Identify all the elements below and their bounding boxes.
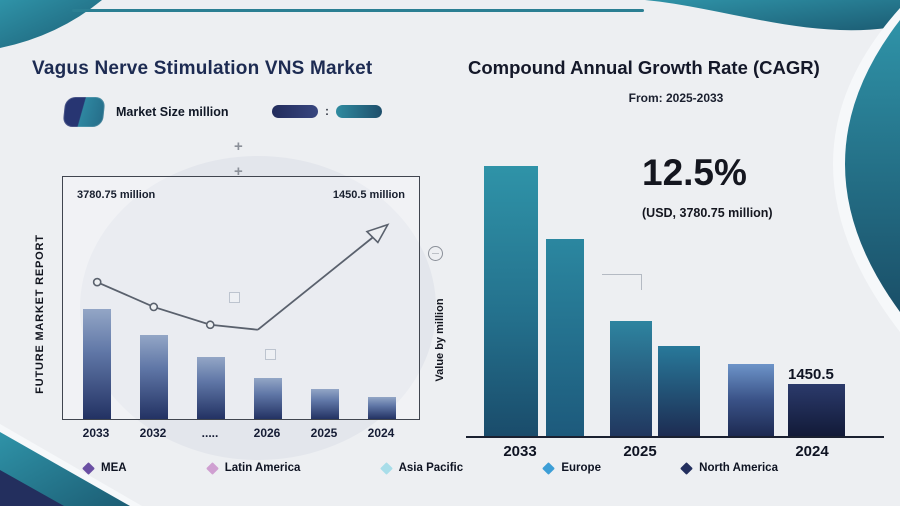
legend-item-north-america: North America [680, 461, 778, 475]
top-wave-decor [645, 0, 900, 31]
cagr-x-tick: 2024 [795, 443, 829, 460]
legend-label: Asia Pacific [398, 462, 464, 474]
bottom-triangle-navy [0, 470, 64, 506]
market-bar-2032 [140, 335, 168, 419]
legend-diamond-icon [82, 461, 95, 475]
cagr-note: (USD, 3780.75 million) [642, 206, 773, 220]
scale-pills: : [272, 104, 382, 118]
market-bar-..... [197, 357, 225, 419]
cagr-bar-2024-primary [728, 364, 774, 436]
cagr-bar-2025-secondary [658, 346, 700, 436]
legend-item-asia-pacific: Asia Pacific [379, 461, 464, 475]
cagr-bar-2024-secondary [788, 384, 845, 436]
market-bars [63, 177, 419, 419]
cagr-subtitle: From: 2025-2033 [628, 91, 724, 105]
plus-decor-icon: + [234, 163, 243, 180]
cagr-chart [466, 148, 884, 438]
x-tick: 2025 [310, 426, 338, 440]
legend-label: MEA [101, 462, 127, 474]
gray-blob-decor [80, 156, 436, 460]
market-size-chart: 3780.75 million 1450.5 million [62, 176, 420, 420]
x-tick: 2024 [367, 426, 395, 440]
x-tick: 2033 [82, 426, 110, 440]
legend-label: Europe [561, 462, 601, 474]
bottom-triangle-teal [0, 432, 130, 506]
teal-pill-icon [336, 104, 382, 118]
market-bar-2026 [254, 378, 282, 419]
start-value-label: 3780.75 million [77, 189, 156, 201]
cagr-x-tick: 2033 [503, 443, 537, 460]
pill-separator: : [325, 104, 329, 118]
top-line-decor [72, 9, 644, 12]
market-bar-2024 [368, 397, 396, 419]
legend-item-mea: MEA [82, 461, 127, 475]
x-tick: ..... [201, 426, 219, 440]
x-tick: 2026 [253, 426, 281, 440]
left-chart-x-axis: 2033 2032..... 2026 2025 2024 [62, 426, 420, 442]
step-decor [602, 274, 642, 290]
market-bar-2025 [311, 389, 339, 419]
cagr-bar-2025-primary [610, 321, 652, 436]
x-axis-line [466, 436, 884, 438]
right-crescent-decor [845, 20, 900, 312]
plus-decor-icon: + [234, 138, 243, 155]
corner-swoosh-decor [0, 0, 102, 48]
legend-diamond-icon [205, 461, 219, 475]
left-chart-title: Vagus Nerve Stimulation VNS Market [32, 58, 373, 79]
market-size-label: Market Size million [116, 105, 229, 119]
legend-label: Latin America [224, 462, 301, 474]
square-decor [229, 292, 240, 303]
circle-dash-icon: — [428, 246, 443, 261]
market-size-icon [62, 97, 106, 127]
trend-arrow [92, 223, 390, 331]
navy-pill-icon [272, 104, 318, 118]
x-tick: 2032 [139, 426, 167, 440]
end-value-label: 1450.5 million [332, 189, 405, 201]
cagr-x-axis: 2033 2025 2024 [470, 443, 882, 463]
legend-label: North America [699, 462, 778, 474]
cagr-title: Compound Annual Growth Rate (CAGR) [468, 57, 820, 78]
cagr-bar-2033-secondary [546, 239, 584, 436]
market-bar-2033 [83, 309, 111, 419]
cagr-bar-2033-primary [484, 166, 538, 436]
region-legend: MEA Latin America Asia Pacific Europe North … [82, 461, 778, 475]
legend-diamond-icon [379, 461, 393, 475]
market-size-legend: Market Size million [62, 97, 229, 127]
final-value-label: 1450.5 [788, 366, 834, 383]
cagr-x-tick: 2025 [623, 443, 657, 460]
legend-diamond-icon [680, 461, 694, 475]
legend-item-europe: Europe [542, 461, 601, 475]
left-axis-title: FUTURE MARKET REPORT [34, 234, 46, 394]
cagr-value: 12.5% [642, 152, 747, 193]
legend-item-latin-america: Latin America [205, 461, 301, 475]
square-decor [265, 349, 276, 360]
legend-diamond-icon [542, 461, 556, 475]
right-axis-title: Value by million [434, 298, 446, 382]
